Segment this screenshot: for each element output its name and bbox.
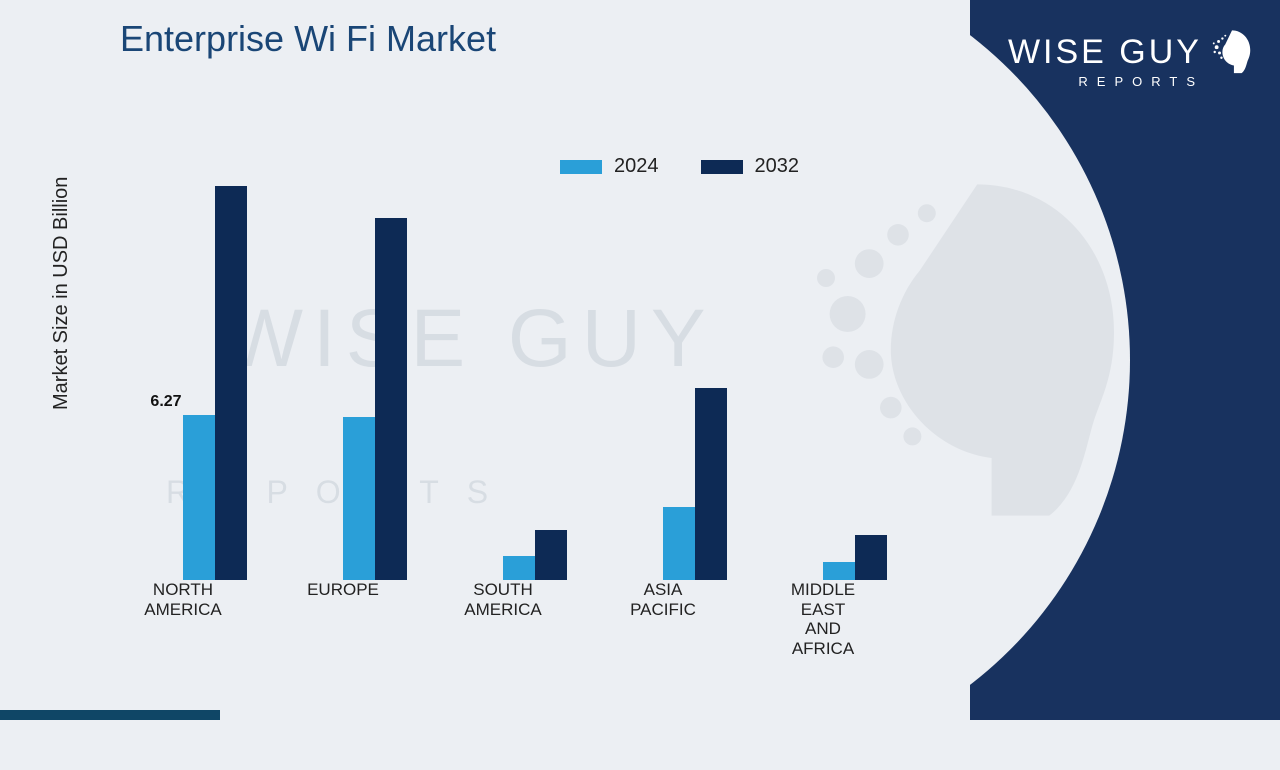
y-axis-label: Market Size in USD Billion xyxy=(50,177,73,410)
brand-logo: WISE GUY REPORTS xyxy=(996,28,1256,89)
x-tick-label: SOUTHAMERICA xyxy=(438,580,568,619)
bar-value-label: 6.27 xyxy=(144,393,188,411)
bar-2032 xyxy=(855,535,887,580)
bar-2032 xyxy=(215,186,247,580)
logo-main-row: WISE GUY xyxy=(996,28,1256,76)
page-title: Enterprise Wi Fi Market xyxy=(120,18,496,60)
chart: Market Size in USD Billion 6.27 NORTHAME… xyxy=(60,150,960,690)
bar-2032 xyxy=(695,388,727,580)
bar-2032 xyxy=(375,218,407,580)
logo-text: WISE GUY xyxy=(1008,33,1202,72)
plot-area: 6.27 xyxy=(130,160,950,580)
bar-2024 xyxy=(823,562,855,580)
bar-2024 xyxy=(663,507,695,581)
x-tick-label: EUROPE xyxy=(278,580,408,600)
bar-2024 xyxy=(343,417,375,580)
bar-2024 xyxy=(183,415,215,580)
bar-group xyxy=(150,186,280,580)
x-tick-label: MIDDLEEASTANDAFRICA xyxy=(758,580,888,658)
logo-head-icon xyxy=(1208,28,1256,76)
bar-group xyxy=(790,535,920,580)
logo-subtext: REPORTS xyxy=(996,74,1256,89)
x-tick-label: ASIAPACIFIC xyxy=(598,580,728,619)
bar-group xyxy=(630,388,760,580)
bar-2032 xyxy=(535,530,567,580)
bottom-accent-bar xyxy=(0,710,220,720)
bar-2024 xyxy=(503,556,535,580)
x-tick-label: NORTHAMERICA xyxy=(118,580,248,619)
bar-group xyxy=(470,530,600,580)
bar-group xyxy=(310,218,440,580)
